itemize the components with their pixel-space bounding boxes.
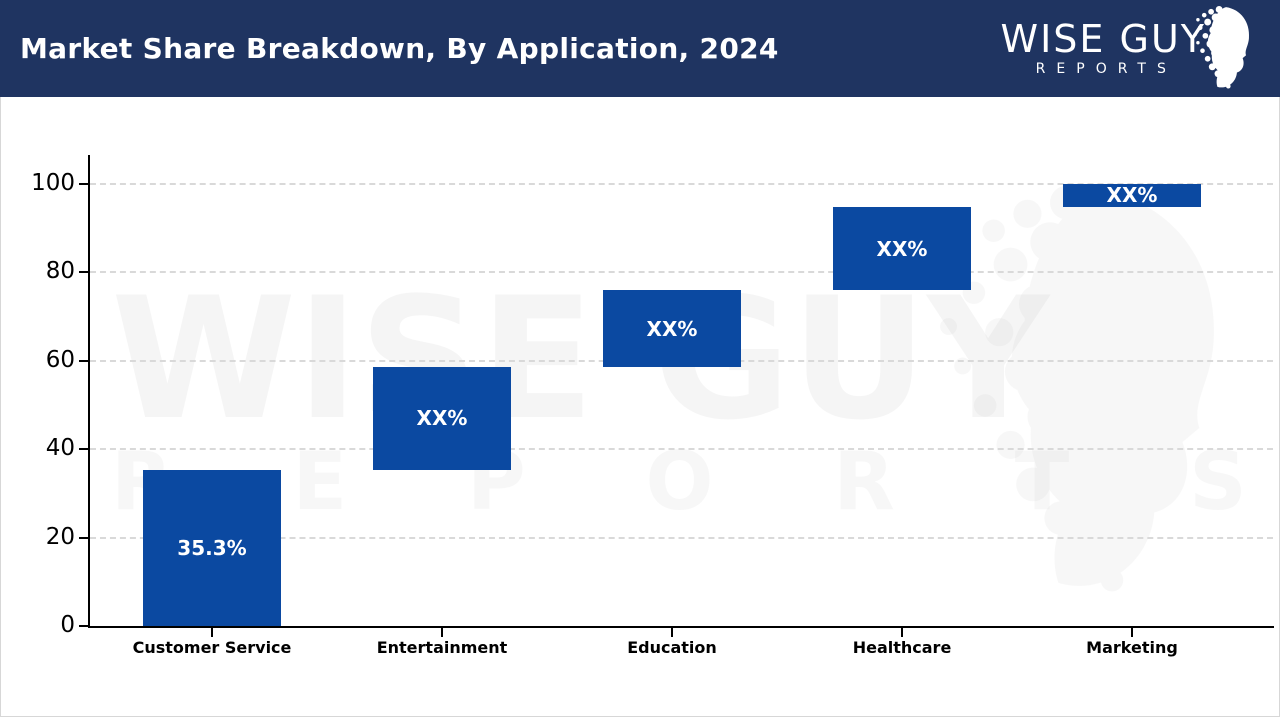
y-tick-mark [79, 448, 88, 451]
y-tick-mark [79, 271, 88, 274]
bar-customer-service: 35.3% [143, 469, 281, 626]
header-bar: Market Share Breakdown, By Application, … [0, 0, 1280, 97]
y-tick-label: 60 [45, 346, 75, 373]
bar-value-label: XX% [876, 236, 928, 261]
bar-value-label: XX% [646, 316, 698, 341]
x-tick-mark [441, 628, 443, 637]
x-category-label: Entertainment [376, 638, 508, 657]
bar-healthcare: XX% [833, 206, 971, 291]
bar-marketing: XX% [1063, 183, 1201, 208]
x-category-label: Healthcare [852, 638, 952, 657]
logo-text: WISE GUY REPORTS [1001, 20, 1206, 77]
logo-face-icon [1193, 5, 1250, 89]
chart-area: WISE GUY R E P O R T S 0 20 40 60 80 100 35.3… [0, 97, 1280, 717]
wise-guy-logo: WISE GUY REPORTS [1001, 5, 1254, 92]
x-tick-mark [901, 628, 903, 637]
y-tick-mark [79, 183, 88, 185]
x-category-label: Education [627, 638, 717, 657]
logo-subtitle: REPORTS [1035, 61, 1177, 77]
y-tick-mark [79, 536, 88, 539]
watermark-face-icon [940, 185, 1214, 592]
x-category-label: Customer Service [132, 638, 292, 657]
bar-value-label: XX% [1106, 183, 1158, 208]
bar-value-label: XX% [416, 406, 468, 431]
y-tick-label: 40 [45, 435, 75, 462]
y-tick-label: 0 [60, 612, 75, 638]
x-category-label: Marketing [1086, 638, 1178, 657]
logo-wordmark: WISE GUY [1000, 17, 1206, 61]
y-tick-label: 80 [45, 258, 75, 285]
bar-education: XX% [603, 290, 741, 367]
gridline-40 [90, 448, 1273, 451]
x-tick-mark [671, 628, 673, 637]
gridline-100 [90, 183, 1273, 185]
y-tick-label: 100 [31, 170, 75, 196]
bar-value-label: 35.3% [177, 535, 247, 560]
gridline-80 [90, 271, 1273, 274]
x-axis-line [88, 626, 1274, 628]
y-tick-mark [79, 359, 88, 362]
y-tick-label: 20 [45, 523, 75, 550]
x-tick-mark [1131, 628, 1133, 637]
y-tick-mark [79, 625, 88, 627]
y-axis-line [88, 155, 90, 626]
page-title: Market Share Breakdown, By Application, … [20, 32, 779, 65]
gridline-20 [90, 536, 1273, 539]
bar-entertainment: XX% [373, 366, 511, 470]
x-tick-mark [211, 628, 213, 637]
